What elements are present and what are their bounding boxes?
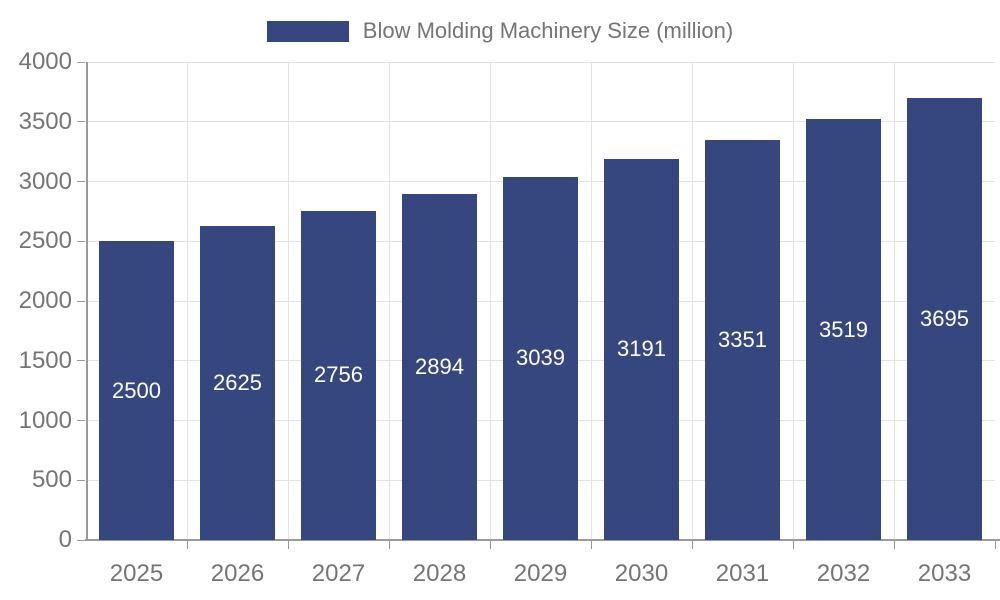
gridline-vertical (489, 62, 491, 540)
x-axis-line (85, 539, 1000, 541)
gridline-vertical (287, 62, 289, 540)
x-tick-mark (590, 541, 592, 549)
bar: 3039 (503, 176, 578, 540)
y-tick-label: 2500 (18, 227, 72, 255)
gridline-vertical (186, 62, 188, 540)
chart-legend[interactable]: Blow Molding Machinery Size (million) (0, 18, 1000, 44)
y-tick-mark (77, 240, 85, 242)
y-tick-mark (77, 420, 85, 421)
x-tick-label: 2031 (715, 560, 770, 587)
x-tick-label: 2028 (412, 560, 467, 587)
bar-value-label: 3191 (617, 336, 666, 362)
y-tick-mark (77, 181, 85, 182)
y-tick-mark (77, 539, 85, 541)
bar: 2500 (99, 241, 174, 540)
x-tick-mark (691, 541, 693, 549)
x-tick-mark (186, 541, 188, 549)
y-tick-mark (77, 121, 85, 123)
legend-swatch (266, 20, 349, 42)
x-tick-label: 2033 (917, 560, 972, 587)
y-tick-label: 4000 (18, 48, 72, 75)
x-tick-label: 2029 (513, 560, 568, 587)
x-tick-mark (792, 541, 794, 549)
x-tick-label: 2032 (816, 560, 871, 587)
bar: 3695 (907, 98, 982, 540)
x-tick-mark (388, 541, 390, 549)
bar: 3191 (604, 158, 679, 540)
gridline-horizontal (86, 61, 995, 63)
bar-value-label: 2625 (213, 370, 262, 396)
legend-label: Blow Molding Machinery Size (million) (362, 18, 734, 43)
bar-value-label: 3351 (718, 326, 767, 352)
bar-value-label: 2500 (112, 377, 161, 403)
x-tick-mark (994, 541, 996, 549)
y-tick-mark (77, 360, 85, 362)
bar-value-label: 3039 (516, 345, 565, 371)
gridline-vertical (893, 62, 895, 540)
bar-value-label: 3519 (819, 316, 868, 342)
y-tick-mark (77, 479, 85, 481)
gridline-vertical (691, 62, 693, 540)
y-tick-label: 1500 (18, 346, 72, 374)
y-tick-label: 1000 (18, 406, 72, 434)
x-tick-label: 2025 (109, 560, 164, 587)
bar: 2625 (200, 226, 275, 540)
y-tick-label: 0 (58, 526, 72, 553)
y-axis-line (86, 62, 88, 540)
x-tick-mark (489, 541, 491, 549)
bar-value-label: 2894 (415, 354, 464, 380)
y-tick-mark (77, 300, 85, 302)
gridline-vertical (590, 62, 592, 540)
bar: 2756 (301, 210, 376, 540)
y-tick-label: 500 (31, 466, 72, 494)
gridline-vertical (388, 62, 390, 540)
x-tick-label: 2027 (311, 560, 366, 587)
y-tick-label: 2000 (18, 287, 72, 314)
y-tick-label: 3500 (18, 107, 72, 135)
gridline-vertical (792, 62, 794, 540)
x-tick-label: 2026 (210, 560, 265, 587)
y-tick-label: 3000 (18, 167, 72, 195)
bar-value-label: 2756 (314, 362, 363, 388)
y-tick-mark (77, 61, 85, 63)
bar: 3519 (806, 119, 881, 540)
plot-area: 2500 2625 2756 2894 3039 3191 3351 3519 3695 (85, 61, 1000, 541)
bar: 2894 (402, 194, 477, 540)
bar: 3351 (705, 139, 780, 540)
x-tick-label: 2030 (614, 560, 669, 587)
x-tick-mark (893, 541, 895, 549)
gridline-horizontal (86, 121, 995, 123)
x-tick-mark (287, 541, 289, 549)
bar-value-label: 3695 (920, 306, 969, 332)
